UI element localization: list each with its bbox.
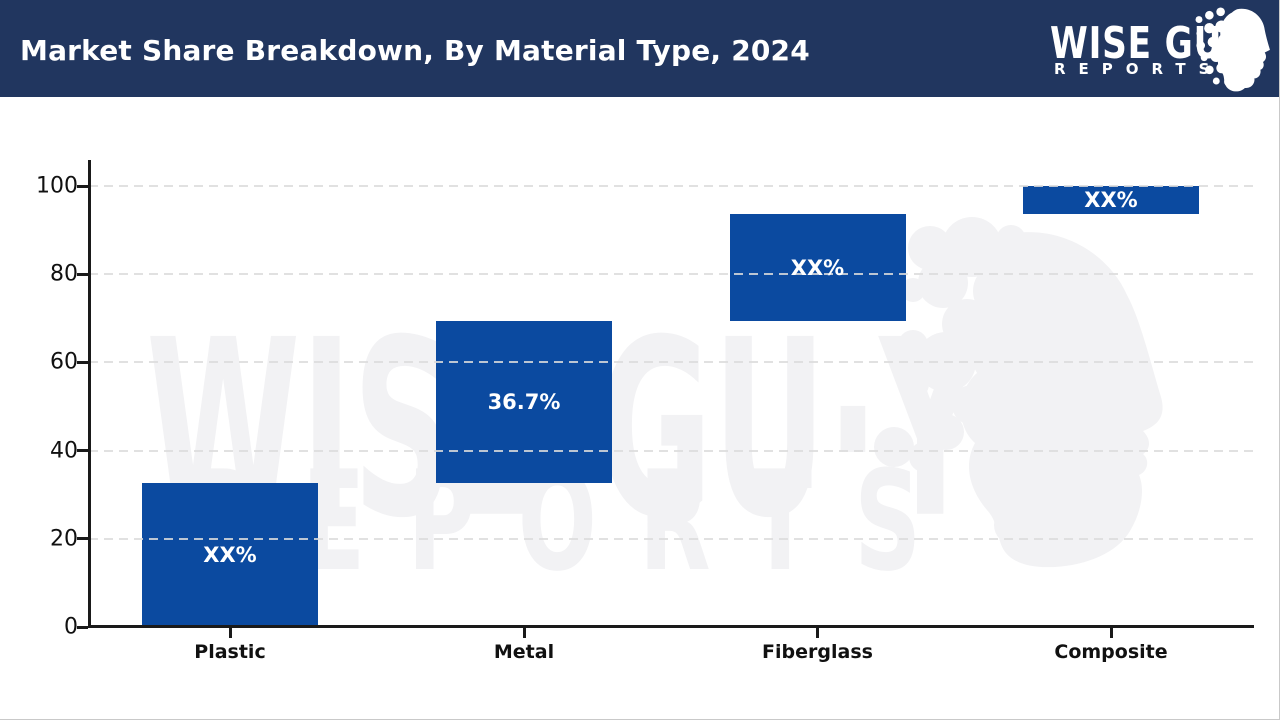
y-tick-mark xyxy=(77,272,88,276)
brand-dotted-face-icon xyxy=(1195,7,1270,92)
y-tick-label: 40 xyxy=(50,438,78,464)
gridline xyxy=(89,361,1254,364)
x-category-label: Plastic xyxy=(194,641,266,663)
bar-fiberglass xyxy=(729,213,906,322)
y-tick-label: 80 xyxy=(50,261,78,287)
x-tick-mark xyxy=(1109,628,1113,638)
bar-value-label: XX% xyxy=(790,255,845,280)
y-tick-label: 0 xyxy=(64,614,78,640)
gridline xyxy=(89,185,1254,187)
gridline xyxy=(89,273,1254,276)
bar-plastic xyxy=(142,483,318,627)
y-tick-label: 100 xyxy=(36,173,78,199)
x-category-label: Composite xyxy=(1054,641,1168,663)
brand-logo: WISE GUY REPORTS xyxy=(1022,0,1272,97)
y-tick-mark xyxy=(77,537,88,541)
page-title: Market Share Breakdown, By Material Type… xyxy=(20,34,810,67)
x-category-label: Fiberglass xyxy=(762,641,873,663)
header-bar: Market Share Breakdown, By Material Type… xyxy=(0,0,1279,97)
bar-metal xyxy=(436,321,612,484)
y-tick-mark xyxy=(77,625,88,629)
x-tick-mark xyxy=(228,628,232,638)
bar-value-label: XX% xyxy=(203,543,257,568)
y-axis-spine xyxy=(88,160,91,628)
gridline xyxy=(89,537,1254,540)
bar-value-label: XX% xyxy=(1084,187,1138,212)
bar-composite xyxy=(1023,186,1199,214)
waterfall-chart: 0 20 40 60 80 100 XX% 36.7% XX% XX% Plastic Metal Fi… xyxy=(0,97,1279,719)
y-tick-label: 60 xyxy=(50,349,78,375)
y-tick-label: 20 xyxy=(50,526,78,552)
brand-subtitle: REPORTS xyxy=(1054,60,1223,78)
x-category-label: Metal xyxy=(493,641,555,663)
y-tick-mark xyxy=(77,360,88,364)
x-tick-mark xyxy=(816,628,819,638)
gridline xyxy=(89,449,1254,452)
bar-value-label: 36.7% xyxy=(487,390,561,415)
x-tick-mark xyxy=(522,628,526,638)
y-tick-mark xyxy=(77,184,88,188)
y-tick-mark xyxy=(77,449,88,453)
x-axis-spine xyxy=(88,625,1254,628)
